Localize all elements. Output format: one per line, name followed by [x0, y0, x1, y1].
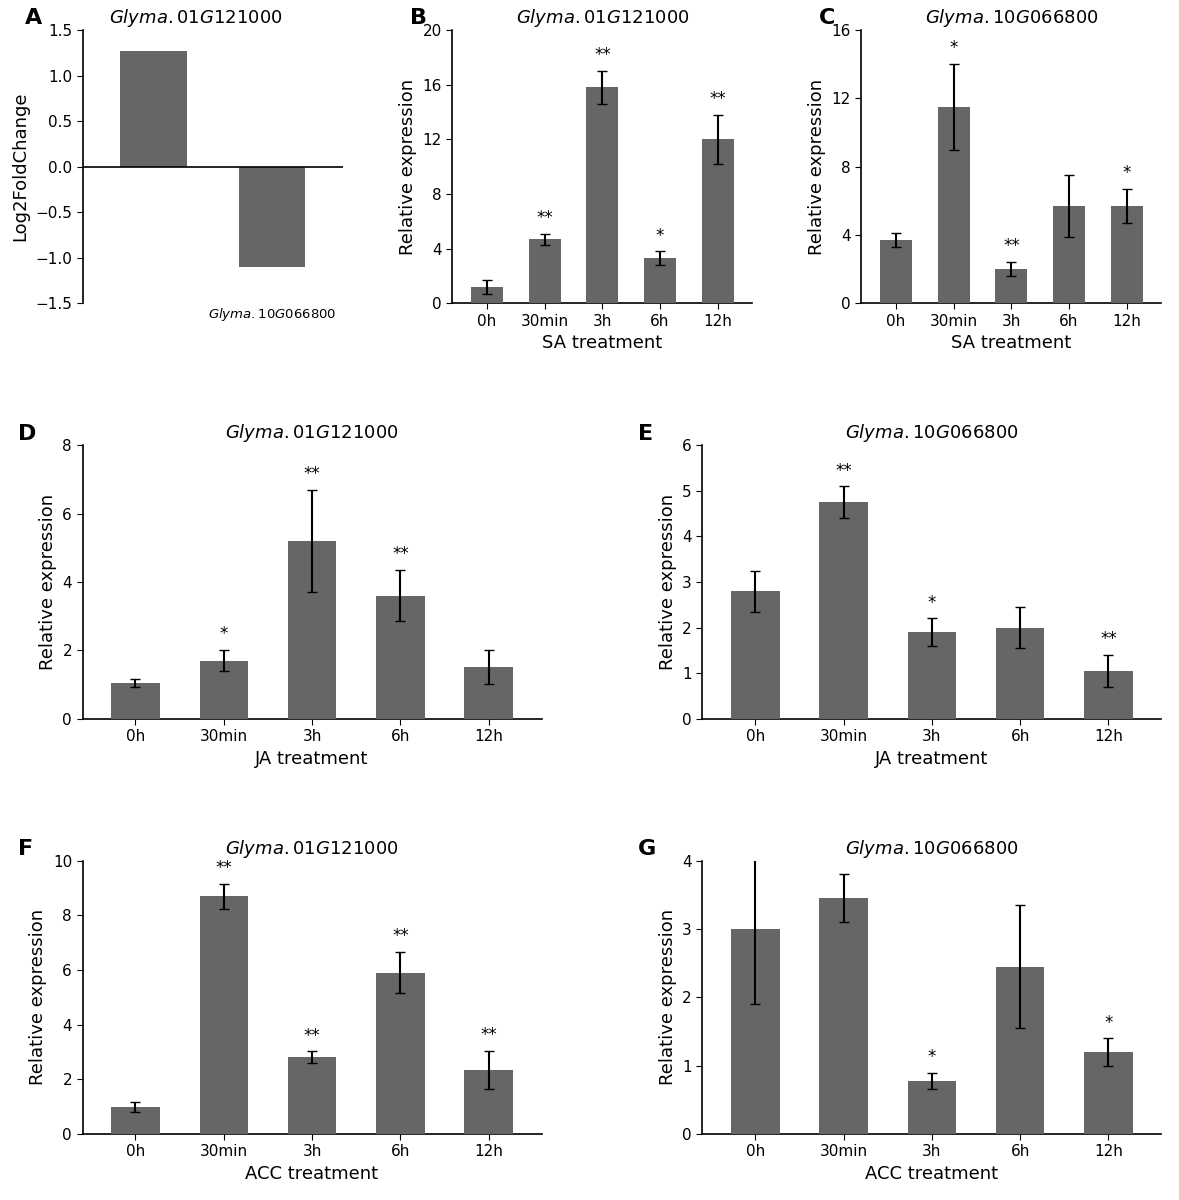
Text: **: ** — [835, 462, 852, 480]
Bar — [465, 1069, 513, 1134]
Y-axis label: Relative expression: Relative expression — [659, 494, 677, 670]
Y-axis label: Relative expression: Relative expression — [659, 910, 677, 1086]
Text: *: * — [219, 625, 228, 643]
Title: $\it{Glyma.01G121000}$: $\it{Glyma.01G121000}$ — [225, 422, 399, 444]
Text: G: G — [638, 839, 657, 859]
Bar — [288, 1057, 336, 1134]
Text: **: ** — [1100, 630, 1117, 648]
Text: *: * — [1122, 164, 1131, 182]
Bar — [702, 139, 733, 304]
Text: **: ** — [391, 545, 409, 563]
Text: *: * — [928, 1048, 936, 1066]
Title: $\it{Glyma.01G121000}$: $\it{Glyma.01G121000}$ — [225, 838, 399, 859]
X-axis label: JA treatment: JA treatment — [875, 750, 988, 768]
Text: $\it{Glyma.10G066800}$: $\it{Glyma.10G066800}$ — [208, 306, 336, 323]
Bar — [1084, 1052, 1133, 1134]
Bar — [644, 258, 676, 304]
Text: **: ** — [391, 928, 409, 946]
Text: *: * — [1105, 1014, 1113, 1032]
Bar — [731, 929, 779, 1134]
Bar — [908, 1081, 956, 1134]
Bar — [996, 628, 1045, 719]
Bar — [472, 287, 503, 304]
Bar — [1111, 206, 1142, 304]
Bar — [1053, 206, 1085, 304]
Text: A: A — [25, 8, 42, 28]
Bar — [819, 503, 868, 719]
Text: **: ** — [216, 859, 232, 877]
Bar — [819, 899, 868, 1134]
Title: $\it{Glyma.10G066800}$: $\it{Glyma.10G066800}$ — [924, 7, 1098, 29]
Title: $\it{Glyma.10G066800}$: $\it{Glyma.10G066800}$ — [845, 838, 1019, 859]
Bar — [1084, 671, 1133, 719]
Bar — [111, 1106, 160, 1134]
Y-axis label: Relative expression: Relative expression — [39, 494, 57, 670]
Bar — [880, 240, 911, 304]
X-axis label: ACC treatment: ACC treatment — [245, 1165, 378, 1183]
X-axis label: SA treatment: SA treatment — [542, 335, 663, 353]
Bar — [288, 541, 336, 719]
X-axis label: ACC treatment: ACC treatment — [865, 1165, 999, 1183]
X-axis label: SA treatment: SA treatment — [951, 335, 1072, 353]
Y-axis label: Log2FoldChange: Log2FoldChange — [12, 92, 29, 241]
Y-axis label: Relative expression: Relative expression — [399, 78, 417, 254]
Bar — [465, 667, 513, 719]
Text: **: ** — [594, 46, 611, 64]
Text: **: ** — [1003, 238, 1020, 256]
Text: E: E — [638, 424, 653, 444]
Text: *: * — [656, 227, 664, 245]
Bar — [908, 632, 956, 719]
Text: **: ** — [710, 90, 726, 108]
Bar — [199, 660, 248, 719]
Title: $\it{Glyma.10G066800}$: $\it{Glyma.10G066800}$ — [845, 422, 1019, 444]
Bar — [731, 592, 779, 719]
Text: *: * — [949, 40, 957, 58]
Bar — [120, 50, 186, 167]
X-axis label: JA treatment: JA treatment — [256, 750, 369, 768]
Text: C: C — [819, 8, 836, 28]
Text: D: D — [18, 424, 37, 444]
Title: $\it{Glyma.01G121000}$: $\it{Glyma.01G121000}$ — [515, 7, 690, 29]
Text: $\it{Glyma.01G121000}$: $\it{Glyma.01G121000}$ — [108, 7, 282, 29]
Bar — [376, 595, 424, 719]
Text: **: ** — [536, 209, 553, 227]
Text: B: B — [410, 8, 428, 28]
Y-axis label: Relative expression: Relative expression — [29, 910, 47, 1086]
Bar — [996, 967, 1045, 1134]
Bar — [529, 239, 560, 304]
Text: **: ** — [480, 1026, 498, 1044]
Bar — [199, 896, 248, 1134]
Text: *: * — [928, 594, 936, 612]
Text: F: F — [18, 839, 33, 859]
Bar — [111, 683, 160, 719]
Bar — [239, 167, 305, 266]
Text: **: ** — [304, 464, 321, 482]
Y-axis label: Relative expression: Relative expression — [808, 78, 826, 254]
Bar — [937, 107, 969, 304]
Bar — [995, 269, 1027, 304]
Bar — [586, 88, 618, 304]
Bar — [376, 973, 424, 1134]
Text: **: ** — [304, 1027, 321, 1045]
